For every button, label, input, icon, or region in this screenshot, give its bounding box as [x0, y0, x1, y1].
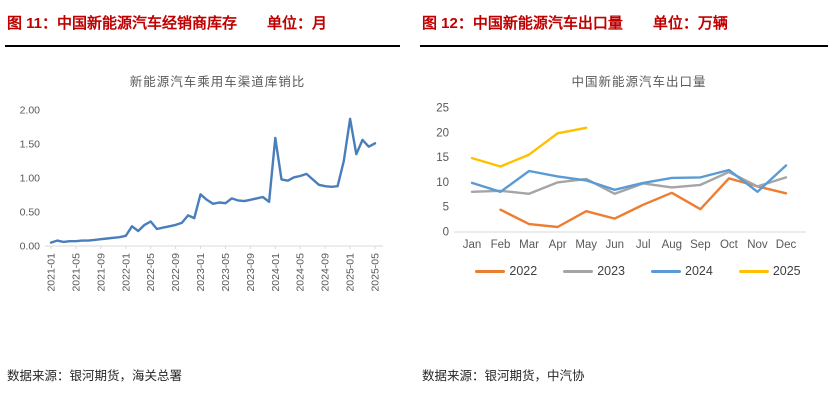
inventory-chart-title: 新能源汽车乘用车渠道库销比: [129, 75, 306, 89]
y-tick-label: 2.00: [20, 105, 41, 117]
x-tick-label: 2021-05: [70, 253, 82, 292]
spacer: [420, 278, 828, 365]
legend-line-swatch: [651, 269, 681, 273]
legend-item-2022: 2022: [475, 264, 537, 278]
x-tick-label: 2022-05: [145, 253, 157, 292]
figure-11-title: 图 11：中国新能源汽车经销商库存: [7, 15, 238, 32]
y-tick-label: 1.50: [20, 139, 41, 151]
legend-line-swatch: [475, 269, 506, 273]
legend-label: 2024: [685, 264, 713, 278]
x-tick-label: 2021-09: [95, 253, 107, 292]
legend-label: 2022: [509, 264, 538, 278]
x-tick-label: Jul: [636, 239, 651, 251]
x-tick-label: 2022-09: [170, 253, 182, 292]
series-line-2022: [499, 177, 788, 229]
y-tick-label: 20: [436, 127, 449, 139]
x-tick-label: Jan: [463, 239, 482, 251]
spacer: [5, 300, 400, 365]
y-tick-label: 0: [443, 227, 449, 239]
export-chart-block: 中国新能源汽车出口量 0 5 10 15 20 25 Jan Feb Mar Apr May Jun J…: [420, 71, 828, 278]
x-tick-label: 2023-05: [220, 253, 232, 292]
x-tick-label: Mar: [519, 239, 539, 251]
x-tick-label: 2021-01: [46, 253, 58, 292]
x-tick-label: Nov: [747, 239, 768, 251]
export-chart-legend: 2022 2023 2024 2025: [420, 264, 828, 278]
series-line-2024: [470, 164, 788, 194]
x-tick-label: 2022-01: [120, 253, 132, 292]
figure-11-header: 图 11：中国新能源汽车经销商库存 单位：月: [5, 6, 400, 47]
x-tick-label: Dec: [776, 239, 797, 251]
x-tick-label: Oct: [720, 239, 739, 251]
x-tick-label: Apr: [549, 239, 567, 251]
legend-item-2024: 2024: [651, 264, 713, 278]
legend-item-2025: 2025: [738, 264, 801, 278]
y-tick-label: 15: [436, 152, 449, 164]
figure-12-unit: 单位：万辆: [652, 15, 728, 32]
figure-11-source: 数据来源：银河期货，海关总署: [7, 369, 183, 383]
figure-12-title: 图 12：中国新能源汽车出口量: [422, 15, 623, 32]
x-tick-label: Aug: [662, 239, 682, 251]
series-line-新能源汽车乘用车渠道库销比: [49, 117, 377, 244]
legend-label: 2023: [597, 264, 625, 278]
x-tick-label: 2023-09: [245, 253, 257, 292]
y-tick-label: 1.00: [20, 173, 41, 185]
figure-12-source: 数据来源：银河期货，中汽协: [422, 369, 585, 383]
x-tick-label: Sep: [690, 239, 710, 251]
y-tick-label: 25: [436, 103, 449, 115]
x-tick-label: 2025-05: [370, 253, 382, 292]
x-tick-label: 2024-01: [270, 253, 282, 292]
x-tick-label: May: [575, 239, 597, 251]
figure-12-panel: 图 12：中国新能源汽车出口量 单位：万辆 中国新能源汽车出口量 0 5 10 15 2…: [420, 6, 828, 398]
y-tick-label: 0.50: [20, 207, 41, 219]
x-tick-label: 2025-01: [345, 253, 357, 292]
figure-11-panel: 图 11：中国新能源汽车经销商库存 单位：月 新能源汽车乘用车渠道库销比 0.0…: [5, 6, 400, 398]
export-line-chart: 0 5 10 15 20 25 Jan Feb Mar Apr May Jun Jul Aug Sep Oct…: [436, 103, 806, 251]
export-chart-title: 中国新能源汽车出口量: [571, 75, 707, 89]
x-tick-label: 2024-05: [295, 253, 307, 292]
figure-11-unit: 单位：月: [267, 15, 328, 32]
x-tick-label: 2023-01: [195, 253, 207, 292]
x-tick-label: Feb: [491, 239, 511, 251]
series-line-2025: [470, 126, 588, 168]
figure-12-header: 图 12：中国新能源汽车出口量 单位：万辆: [420, 6, 828, 47]
y-tick-label: 10: [436, 177, 449, 189]
legend-line-swatch: [563, 269, 594, 273]
legend-item-2023: 2023: [563, 264, 625, 278]
inventory-chart-block: 新能源汽车乘用车渠道库销比 0.00 0.50 1.00 1.50 2.00 2021-0…: [5, 71, 400, 300]
inventory-line-chart: 0.00 0.50 1.00 1.50 2.00 2021-01 2021-05 2021-0…: [20, 105, 383, 292]
legend-label: 2025: [772, 264, 801, 278]
series-line-2023: [470, 170, 788, 196]
y-tick-label: 0.00: [20, 241, 41, 253]
x-tick-label: 2024-09: [320, 253, 332, 292]
legend-line-swatch: [738, 269, 769, 273]
x-tick-label: Jun: [605, 239, 624, 251]
y-tick-label: 5: [443, 202, 449, 214]
